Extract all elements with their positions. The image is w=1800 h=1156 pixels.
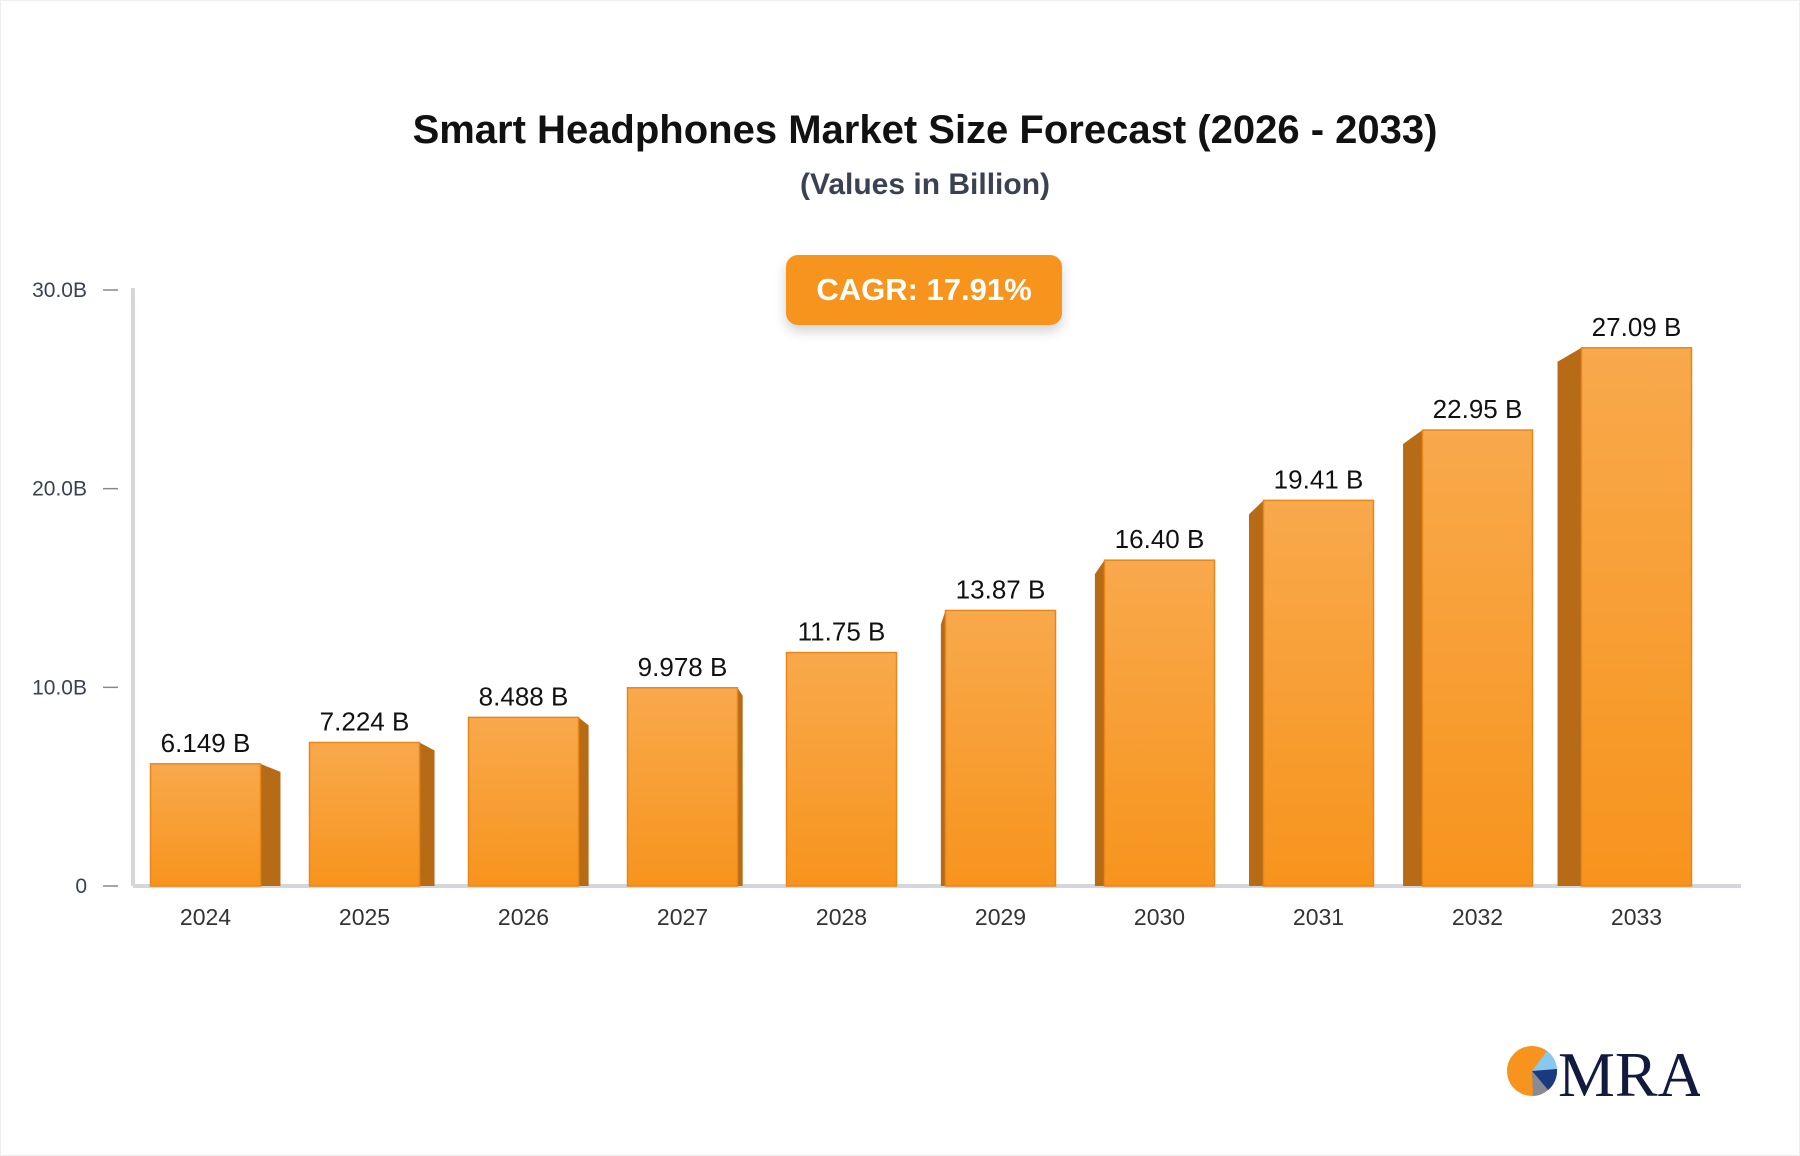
bar-group: 8.488 B 2026 [467,681,589,930]
bar-side [578,717,589,886]
bar-group: 7.224 B 2025 [308,706,435,930]
chart-subtitle: (Values in Billion) [799,168,1051,201]
bar [467,716,580,887]
bar [1103,559,1216,887]
bar-group: 22.95 B 2032 [1403,394,1534,930]
x-tick-label: 2030 [1134,904,1185,930]
bar-group: 11.75 B 2028 [785,617,898,930]
bar-side [1403,430,1423,886]
bar-group: 27.09 B 2033 [1557,312,1693,930]
bar-side [1557,347,1582,886]
data-label: 9.978 B [638,652,728,682]
x-tick-label: 2032 [1452,904,1503,930]
x-tick-label: 2025 [339,904,390,930]
bar-group: 9.978 B 2027 [626,652,743,930]
bar-side [1248,500,1264,886]
bar [626,687,739,887]
y-tick-label: 20.0B [32,478,87,501]
data-label: 19.41 B [1274,464,1364,494]
y-tick-label: 30.0B [32,279,87,302]
bar-group: 16.40 B 2030 [1094,524,1216,930]
cagr-badge: CAGR: 17.91% [786,255,1062,325]
bar-side [419,742,435,886]
y-tick-label: 10.0B [32,676,87,699]
bar [149,763,262,887]
data-label: 16.40 B [1115,524,1205,554]
data-label: 7.224 B [320,706,410,736]
x-tick-label: 2029 [975,904,1026,930]
bar [785,651,898,887]
data-label: 22.95 B [1433,394,1523,424]
y-tick-label: 0 [75,875,87,898]
bar [944,609,1057,887]
x-tick-label: 2033 [1611,904,1662,930]
data-label: 11.75 B [798,617,886,647]
x-tick-label: 2028 [816,904,867,930]
bar-group: 6.149 B 2024 [149,728,281,930]
chart-title: Smart Headphones Market Size Forecast (2… [412,108,1438,152]
data-label: 27.09 B [1592,312,1682,342]
x-tick-label: 2027 [657,904,708,930]
bar [308,741,421,887]
x-tick-label: 2031 [1293,904,1344,930]
bar-side [737,687,743,886]
bar-side [940,610,946,886]
bar-side [260,763,281,886]
mra-logo: MRA [1507,1039,1700,1105]
bar-side [1094,560,1105,886]
x-tick-label: 2024 [180,904,231,930]
x-tick-label: 2026 [498,904,549,930]
logo-text: MRA [1558,1039,1700,1105]
data-label: 8.488 B [479,681,569,711]
data-label: 6.149 B [161,728,251,758]
bar [1421,429,1534,887]
bar-group: 13.87 B 2029 [940,574,1057,930]
data-label: 13.87 B [956,574,1046,604]
bar [1262,499,1375,887]
bar [1580,347,1693,887]
bar-group: 19.41 B 2031 [1248,464,1375,930]
